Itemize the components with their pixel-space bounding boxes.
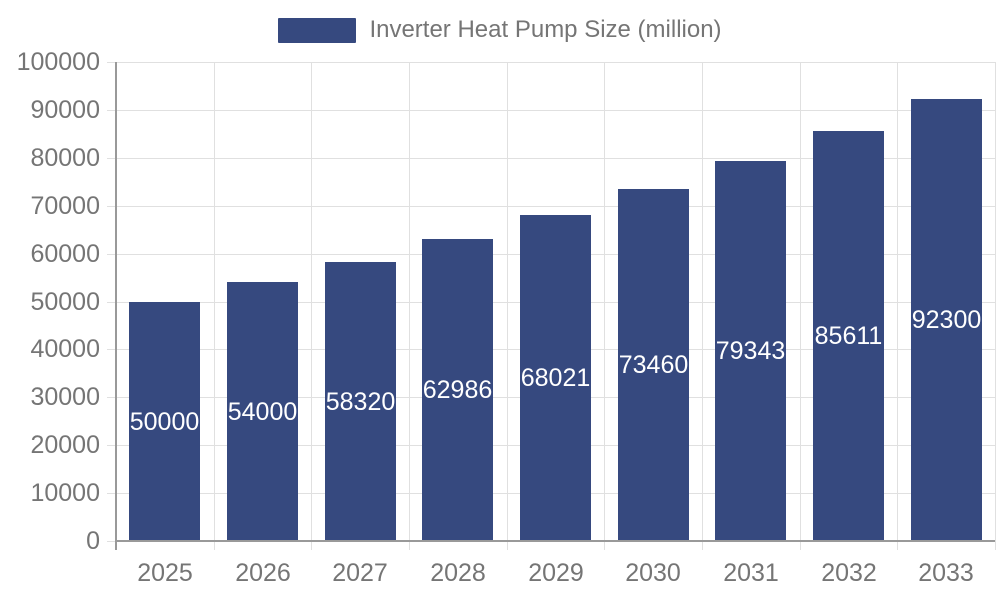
- bar-2032[interactable]: [813, 131, 884, 540]
- x-axis-tick-label: 2029: [528, 559, 584, 587]
- x-axis-tick-label: 2032: [821, 559, 877, 587]
- y-axis-tick-label: 10000: [30, 479, 100, 507]
- x-axis-tick-label: 2030: [625, 559, 681, 587]
- y-axis-tick-label: 50000: [30, 288, 100, 316]
- y-axis-tick: [107, 493, 116, 494]
- y-axis-tick: [107, 254, 116, 255]
- y-axis-tick-label: 20000: [30, 431, 100, 459]
- x-gridline: [214, 62, 215, 541]
- y-axis-tick: [107, 206, 116, 207]
- x-axis-tick: [702, 541, 703, 550]
- bar-2028[interactable]: [422, 239, 493, 540]
- x-axis-line: [116, 540, 995, 542]
- x-gridline: [507, 62, 508, 541]
- y-axis-tick: [107, 158, 116, 159]
- x-axis-tick-label: 2031: [723, 559, 779, 587]
- x-gridline: [409, 62, 410, 541]
- x-axis-tick: [800, 541, 801, 550]
- legend-swatch-icon: [278, 17, 357, 43]
- bar-2025[interactable]: [129, 302, 200, 540]
- bar-2033[interactable]: [911, 99, 982, 540]
- x-axis-tick-label: 2025: [137, 559, 193, 587]
- y-gridline: [116, 158, 995, 159]
- y-axis-tick-label: 70000: [30, 192, 100, 220]
- x-gridline: [995, 62, 996, 541]
- y-axis-tick-label: 90000: [30, 96, 100, 124]
- x-axis-tick-label: 2027: [332, 559, 388, 587]
- y-axis-tick-label: 30000: [30, 383, 100, 411]
- x-axis-tick-label: 2028: [430, 559, 486, 587]
- x-axis-tick: [897, 541, 898, 550]
- bar-2029[interactable]: [520, 215, 591, 540]
- y-axis-tick-label: 60000: [30, 240, 100, 268]
- y-axis-tick: [107, 541, 116, 542]
- x-axis-tick: [995, 541, 996, 550]
- y-axis-tick: [107, 110, 116, 111]
- x-axis-tick: [507, 541, 508, 550]
- y-axis-tick-label: 40000: [30, 335, 100, 363]
- bar-2027[interactable]: [325, 262, 396, 540]
- y-axis-tick-label: 0: [86, 527, 100, 555]
- x-axis-tick: [604, 541, 605, 550]
- legend[interactable]: Inverter Heat Pump Size (million): [0, 16, 1000, 44]
- y-axis-tick-label: 80000: [30, 144, 100, 172]
- x-gridline: [604, 62, 605, 541]
- y-axis-tick: [107, 349, 116, 350]
- y-gridline: [116, 110, 995, 111]
- y-axis-tick: [107, 302, 116, 303]
- y-axis-tick: [107, 397, 116, 398]
- y-axis-tick-label: 100000: [16, 48, 100, 76]
- x-axis-tick-label: 2026: [235, 559, 291, 587]
- x-gridline: [702, 62, 703, 541]
- y-axis-tick: [107, 445, 116, 446]
- y-gridline: [116, 206, 995, 207]
- y-axis-line: [115, 62, 117, 550]
- x-gridline: [311, 62, 312, 541]
- x-axis-tick: [311, 541, 312, 550]
- bar-2026[interactable]: [227, 282, 298, 540]
- legend-label: Inverter Heat Pump Size (million): [369, 16, 722, 43]
- bar-2030[interactable]: [618, 189, 689, 540]
- x-gridline: [800, 62, 801, 541]
- x-axis-tick-label: 2033: [918, 559, 974, 587]
- x-gridline: [897, 62, 898, 541]
- y-gridline: [116, 62, 995, 63]
- x-axis-tick: [409, 541, 410, 550]
- bar-2031[interactable]: [715, 161, 786, 540]
- x-axis-tick: [214, 541, 215, 550]
- y-axis-tick: [107, 62, 116, 63]
